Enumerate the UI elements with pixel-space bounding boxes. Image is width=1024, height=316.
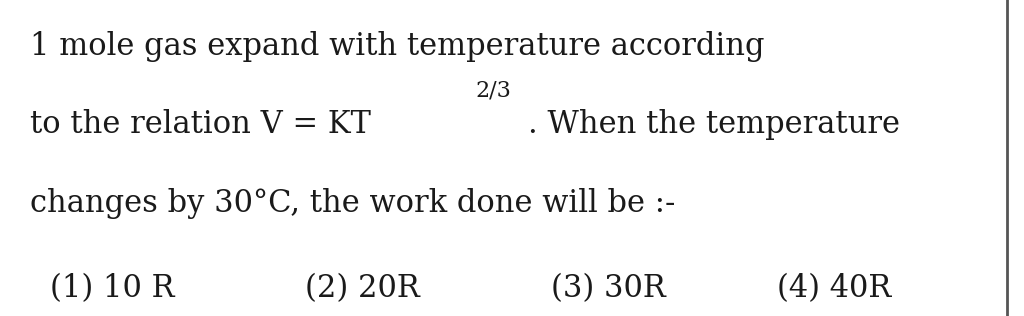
Text: . When the temperature: . When the temperature [528, 109, 900, 141]
Text: (1) 10 R: (1) 10 R [49, 273, 174, 304]
Text: (4) 40R: (4) 40R [777, 273, 891, 304]
Text: (3) 30R: (3) 30R [551, 273, 666, 304]
Text: (2) 20R: (2) 20R [305, 273, 420, 304]
Text: 1 mole gas expand with temperature according: 1 mole gas expand with temperature accor… [30, 31, 764, 62]
Text: changes by 30°C, the work done will be :-: changes by 30°C, the work done will be :… [30, 188, 675, 219]
Text: 2/3: 2/3 [475, 79, 511, 101]
Text: to the relation V = KT: to the relation V = KT [30, 109, 371, 141]
